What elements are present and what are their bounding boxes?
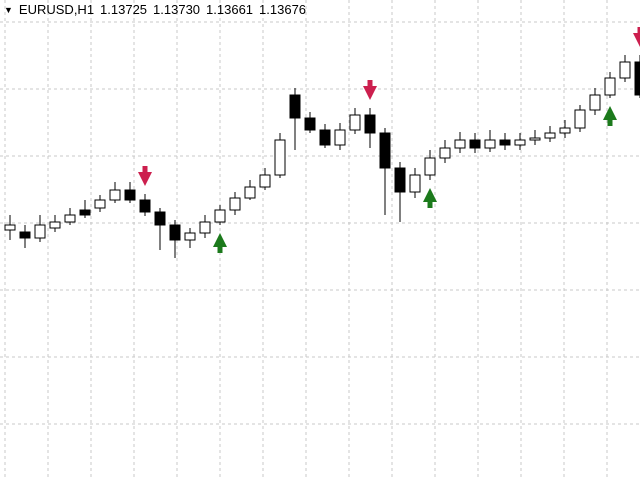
candle-body-bullish[interactable] [335, 130, 345, 145]
candle-body-bullish[interactable] [65, 215, 75, 222]
candle-body-bearish[interactable] [80, 210, 90, 215]
candle-body-bullish[interactable] [185, 233, 195, 240]
candle-body-bullish[interactable] [215, 210, 225, 222]
candle-body-bearish[interactable] [305, 118, 315, 130]
candle-body-bearish[interactable] [20, 232, 30, 238]
candle-body-bearish[interactable] [500, 140, 510, 145]
candle-body-bullish[interactable] [260, 175, 270, 187]
sell-signal-arrow[interactable] [633, 27, 640, 47]
candle-body-bullish[interactable] [230, 198, 240, 210]
candle-body-bullish[interactable] [560, 128, 570, 133]
candle-body-bearish[interactable] [395, 168, 405, 192]
candle-body-bearish[interactable] [140, 200, 150, 212]
sell-signal-arrow[interactable] [363, 80, 377, 100]
candle-body-bullish[interactable] [530, 138, 540, 140]
candle-body-bullish[interactable] [545, 133, 555, 138]
ohlc-open: 1.13725 [100, 2, 147, 17]
candle-body-bullish[interactable] [485, 140, 495, 148]
candle-body-bullish[interactable] [515, 140, 525, 145]
candle-body-bearish[interactable] [170, 225, 180, 240]
candle-body-bullish[interactable] [50, 222, 60, 228]
buy-signal-arrow[interactable] [603, 106, 617, 126]
trading-chart: ▼ EURUSD,H1 1.13725 1.13730 1.13661 1.13… [0, 0, 640, 480]
symbol-label: EURUSD,H1 [19, 2, 94, 17]
candle-body-bearish[interactable] [320, 130, 330, 145]
candle-body-bearish[interactable] [635, 62, 640, 95]
ohlc-low: 1.13661 [206, 2, 253, 17]
ohlc-high: 1.13730 [153, 2, 200, 17]
candle-body-bullish[interactable] [590, 95, 600, 110]
candle-body-bearish[interactable] [155, 212, 165, 225]
sell-signal-arrow[interactable] [138, 166, 152, 186]
candle-body-bullish[interactable] [5, 225, 15, 230]
candle-body-bullish[interactable] [425, 158, 435, 175]
candle-body-bullish[interactable] [410, 175, 420, 192]
candle-body-bullish[interactable] [35, 225, 45, 238]
candle-body-bullish[interactable] [200, 222, 210, 233]
chart-header: ▼ EURUSD,H1 1.13725 1.13730 1.13661 1.13… [4, 2, 306, 17]
candle-body-bearish[interactable] [470, 140, 480, 148]
candle-body-bullish[interactable] [350, 115, 360, 130]
candle-body-bullish[interactable] [455, 140, 465, 148]
buy-signal-arrow[interactable] [213, 233, 227, 253]
dropdown-icon[interactable]: ▼ [4, 5, 13, 15]
chart-grid[interactable] [0, 0, 640, 480]
candle-body-bullish[interactable] [605, 78, 615, 95]
candle-body-bearish[interactable] [125, 190, 135, 200]
candle-body-bullish[interactable] [95, 200, 105, 208]
candle-body-bullish[interactable] [440, 148, 450, 158]
candle-body-bullish[interactable] [620, 62, 630, 78]
candle-body-bullish[interactable] [275, 140, 285, 175]
candle-body-bearish[interactable] [290, 95, 300, 118]
ohlc-close: 1.13676 [259, 2, 306, 17]
candle-body-bearish[interactable] [365, 115, 375, 133]
candle-body-bearish[interactable] [380, 133, 390, 168]
candlestick-series[interactable] [5, 40, 640, 258]
candle-body-bullish[interactable] [245, 187, 255, 198]
candle-body-bullish[interactable] [110, 190, 120, 200]
candle-body-bullish[interactable] [575, 110, 585, 128]
